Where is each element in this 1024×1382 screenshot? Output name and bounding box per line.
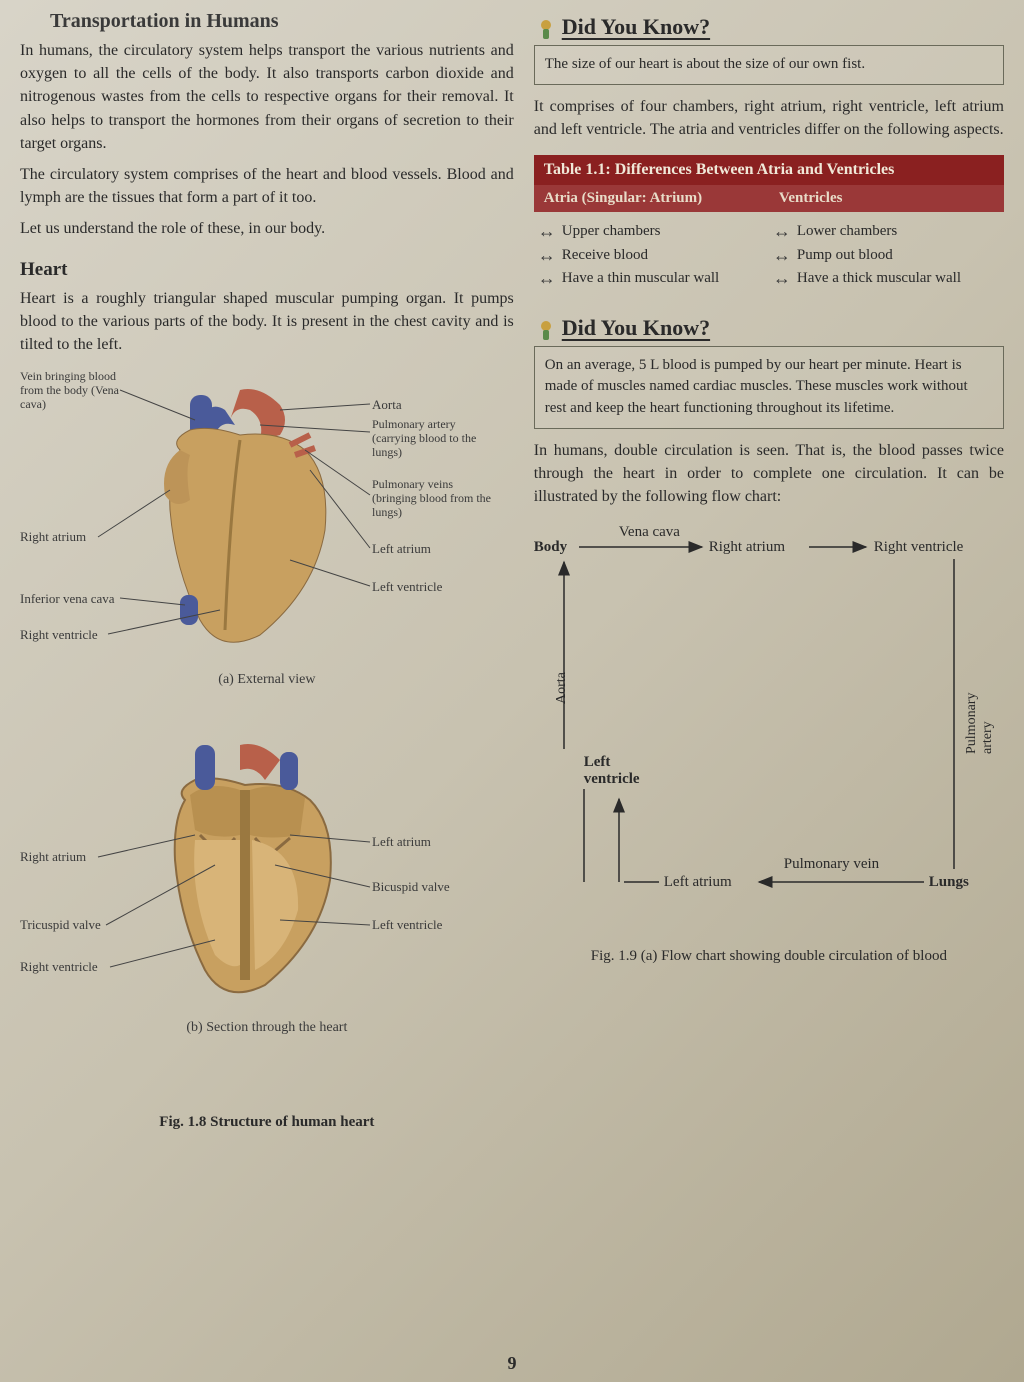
label-right-ventricle-a: Right ventricle — [20, 628, 98, 643]
intro-para-1: In humans, the circulatory system helps … — [20, 39, 514, 155]
label-left-ventricle-b: Left ventricle — [372, 918, 442, 933]
fig-1-9-caption: Fig. 1.9 (a) Flow chart showing double c… — [534, 948, 1004, 965]
fig-1-8-caption: Fig. 1.8 Structure of human heart — [20, 1114, 514, 1131]
label-tricuspid: Tricuspid valve — [20, 918, 101, 933]
heart-para: Heart is a roughly triangular shaped mus… — [20, 287, 514, 357]
label-left-atrium-b: Left atrium — [372, 835, 431, 850]
intro-para-2: The circulatory system comprises of the … — [20, 163, 514, 209]
fig-sub-a: (a) External view — [20, 672, 514, 688]
label-bicuspid: Bicuspid valve — [372, 880, 450, 895]
atria-row-1: Upper chambers — [562, 222, 661, 242]
table-1-1: Table 1.1: Differences Between Atria and… — [534, 155, 1004, 299]
did-you-know-1-box: The size of our heart is about the size … — [534, 45, 1004, 85]
label-inferior-vc: Inferior vena cava — [20, 592, 115, 607]
table-col-ventricles: ↔Lower chambers ↔Pump out blood ↔Have a … — [769, 212, 1004, 299]
heart-figure: Vein bringing blood from the body (Vena … — [20, 370, 514, 1110]
atria-row-3: Have a thin muscular wall — [562, 269, 719, 289]
label-aorta: Aorta — [372, 398, 402, 413]
label-pulm-artery: Pulmonary artery (carrying blood to the … — [372, 418, 492, 459]
table-title: Table 1.1: Differences Between Atria and… — [534, 155, 1004, 185]
did-you-know-1-title: Did You Know? — [534, 14, 1004, 41]
label-left-ventricle-a: Left ventricle — [372, 580, 442, 595]
flow-chart: Body Vena cava Right atrium Right ventri… — [534, 524, 1004, 944]
flow-arrows — [534, 524, 994, 914]
double-circ-para: In humans, double circulation is seen. T… — [534, 439, 1004, 509]
did-you-know-2-title: Did You Know? — [534, 315, 1004, 342]
fig-sub-b: (b) Section through the heart — [20, 1020, 514, 1036]
label-pulm-veins: Pulmonary veins (bringing blood from the… — [372, 478, 492, 519]
mascot-icon-2 — [534, 318, 558, 342]
vent-row-3: Have a thick muscular wall — [797, 269, 961, 289]
label-right-atrium-b: Right atrium — [20, 850, 86, 865]
table-head-atria: Atria (Singular: Atrium) — [534, 185, 769, 212]
intro-para-3: Let us understand the role of these, in … — [20, 217, 514, 240]
topic-heading: Transportation in Humans — [20, 10, 514, 33]
heart-external-svg — [130, 380, 360, 660]
page-number: 9 — [508, 1353, 517, 1374]
heart-section-svg — [140, 740, 360, 1000]
heart-heading: Heart — [20, 259, 514, 281]
vent-row-2: Pump out blood — [797, 246, 893, 266]
atria-row-2: Receive blood — [562, 246, 648, 266]
did-you-know-2-box: On an average, 5 L blood is pumped by ou… — [534, 346, 1004, 429]
table-header-row: Atria (Singular: Atrium) Ventricles — [534, 185, 1004, 212]
table-head-ventricles: Ventricles — [769, 185, 1004, 212]
label-right-atrium-a: Right atrium — [20, 530, 86, 545]
label-vena-cava: Vein bringing blood from the body (Vena … — [20, 370, 120, 411]
label-left-atrium-a: Left atrium — [372, 542, 431, 557]
table-col-atria: ↔Upper chambers ↔Receive blood ↔Have a t… — [534, 212, 769, 299]
mascot-icon — [534, 17, 558, 41]
chambers-para: It comprises of four chambers, right atr… — [534, 95, 1004, 141]
vent-row-1: Lower chambers — [797, 222, 897, 242]
label-right-ventricle-b: Right ventricle — [20, 960, 98, 975]
